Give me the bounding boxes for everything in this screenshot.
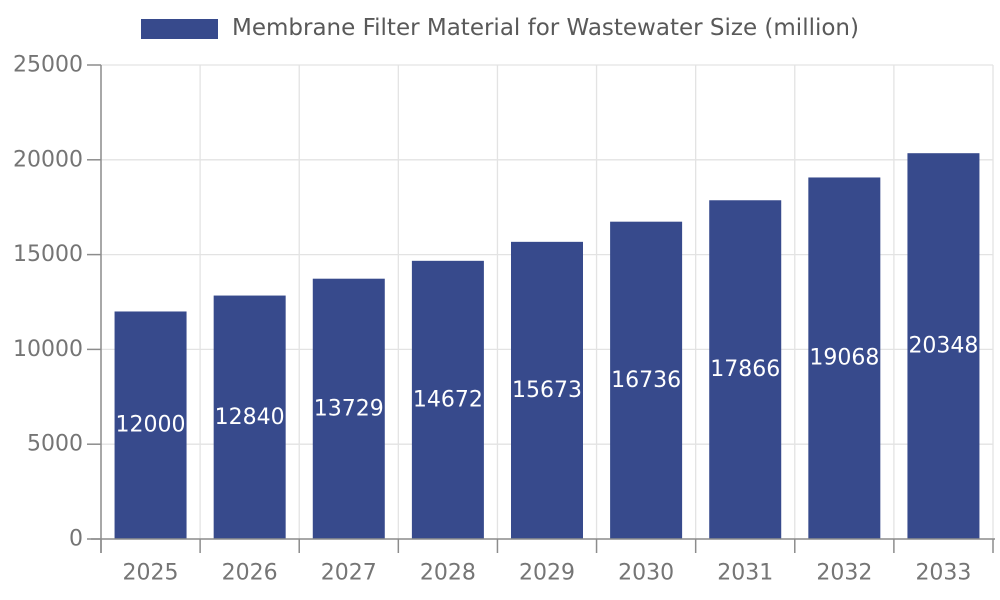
x-tick-label: 2033 xyxy=(915,561,971,586)
x-tick-label: 2032 xyxy=(816,561,872,586)
bar-value-label: 12000 xyxy=(116,413,186,438)
bar-2033 xyxy=(907,153,980,540)
y-tick-label: 15000 xyxy=(13,242,83,267)
bar-value-label: 13729 xyxy=(314,396,384,421)
bar-2026 xyxy=(213,295,286,539)
legend-label: Membrane Filter Material for Wastewater … xyxy=(232,15,859,41)
bar-2025 xyxy=(114,311,187,539)
x-tick-label: 2031 xyxy=(717,561,773,586)
x-tick-label: 2025 xyxy=(123,561,179,586)
x-tick-label: 2029 xyxy=(519,561,575,586)
y-tick-label: 10000 xyxy=(13,337,83,362)
y-tick-label: 5000 xyxy=(27,432,83,457)
bar-value-label: 17866 xyxy=(710,357,780,382)
bar-2031 xyxy=(709,200,782,540)
bar-value-label: 12840 xyxy=(215,405,285,430)
x-tick-label: 2028 xyxy=(420,561,476,586)
bar-2027 xyxy=(312,278,385,539)
bar-value-label: 20348 xyxy=(908,334,978,359)
y-tick-label: 0 xyxy=(69,527,83,552)
bar-2030 xyxy=(610,221,683,540)
bar-2028 xyxy=(411,260,484,539)
bar-value-label: 19068 xyxy=(809,346,879,371)
legend[interactable]: Membrane Filter Material for Wastewater … xyxy=(0,17,1000,40)
y-tick-label: 25000 xyxy=(13,53,83,78)
x-tick-label: 2030 xyxy=(618,561,674,586)
bar-value-label: 16736 xyxy=(611,368,681,393)
legend-swatch[interactable] xyxy=(141,18,218,39)
bar-2029 xyxy=(511,241,583,540)
y-tick-label: 20000 xyxy=(13,147,83,172)
x-tick-label: 2027 xyxy=(321,561,377,586)
x-tick-label: 2026 xyxy=(222,561,278,586)
bar-value-label: 15673 xyxy=(512,378,582,403)
bar-2032 xyxy=(808,177,881,540)
bar-value-label: 14672 xyxy=(413,387,483,412)
